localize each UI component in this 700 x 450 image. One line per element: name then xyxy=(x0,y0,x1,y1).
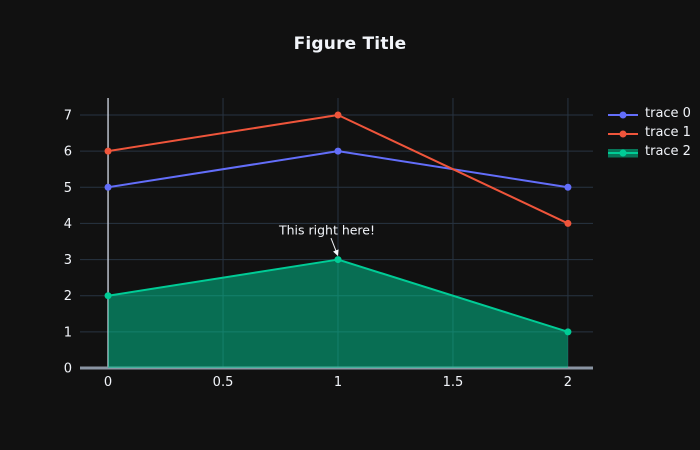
x-tick-label: 1 xyxy=(334,375,342,390)
legend-label: trace 2 xyxy=(645,143,691,159)
data-point-trace-0[interactable] xyxy=(334,147,342,155)
data-point-trace-0[interactable] xyxy=(104,183,112,191)
y-tick-label: 0 xyxy=(64,362,72,377)
area-fill-trace-2 xyxy=(108,259,568,368)
data-point-trace-1[interactable] xyxy=(564,219,572,227)
legend-marker-sample xyxy=(619,130,627,137)
figure-title: Figure Title xyxy=(293,34,407,54)
data-point-trace-2[interactable] xyxy=(564,328,572,336)
x-tick-label: 2 xyxy=(564,375,572,390)
legend-label: trace 0 xyxy=(645,105,691,121)
y-tick-label: 4 xyxy=(64,217,72,232)
legend-swatch-line-marker-icon xyxy=(606,126,640,140)
legend-item-trace-1[interactable]: trace 1 xyxy=(606,123,691,142)
annotation-arrowhead xyxy=(333,249,339,257)
y-tick-label: 5 xyxy=(64,181,72,196)
annotation-arrow xyxy=(330,237,337,252)
legend-marker-sample xyxy=(619,149,627,156)
data-point-trace-0[interactable] xyxy=(564,183,572,191)
legend-swatch-line-marker-icon xyxy=(606,107,640,121)
legend-swatch-area-marker-icon xyxy=(606,145,640,159)
data-point-trace-1[interactable] xyxy=(334,111,342,119)
data-point-trace-2[interactable] xyxy=(334,256,342,264)
x-tick-label: 0 xyxy=(104,375,112,390)
data-point-trace-2[interactable] xyxy=(104,292,112,300)
legend-item-trace-0[interactable]: trace 0 xyxy=(606,104,691,123)
legend-label: trace 1 xyxy=(645,124,691,140)
y-tick-label: 6 xyxy=(64,145,72,160)
x-tick-label: 0.5 xyxy=(213,375,234,390)
legend: trace 0 trace 1 trace 2 xyxy=(606,104,691,161)
y-tick-label: 3 xyxy=(64,253,72,268)
x-tick-label: 1.5 xyxy=(443,375,464,390)
annotation: This right here! xyxy=(278,222,376,238)
y-tick-label: 1 xyxy=(64,325,72,340)
y-tick-label: 7 xyxy=(64,108,72,123)
data-point-trace-1[interactable] xyxy=(104,147,112,155)
legend-item-trace-2[interactable]: trace 2 xyxy=(606,142,691,161)
legend-marker-sample xyxy=(619,111,627,118)
y-tick-label: 2 xyxy=(64,289,72,304)
